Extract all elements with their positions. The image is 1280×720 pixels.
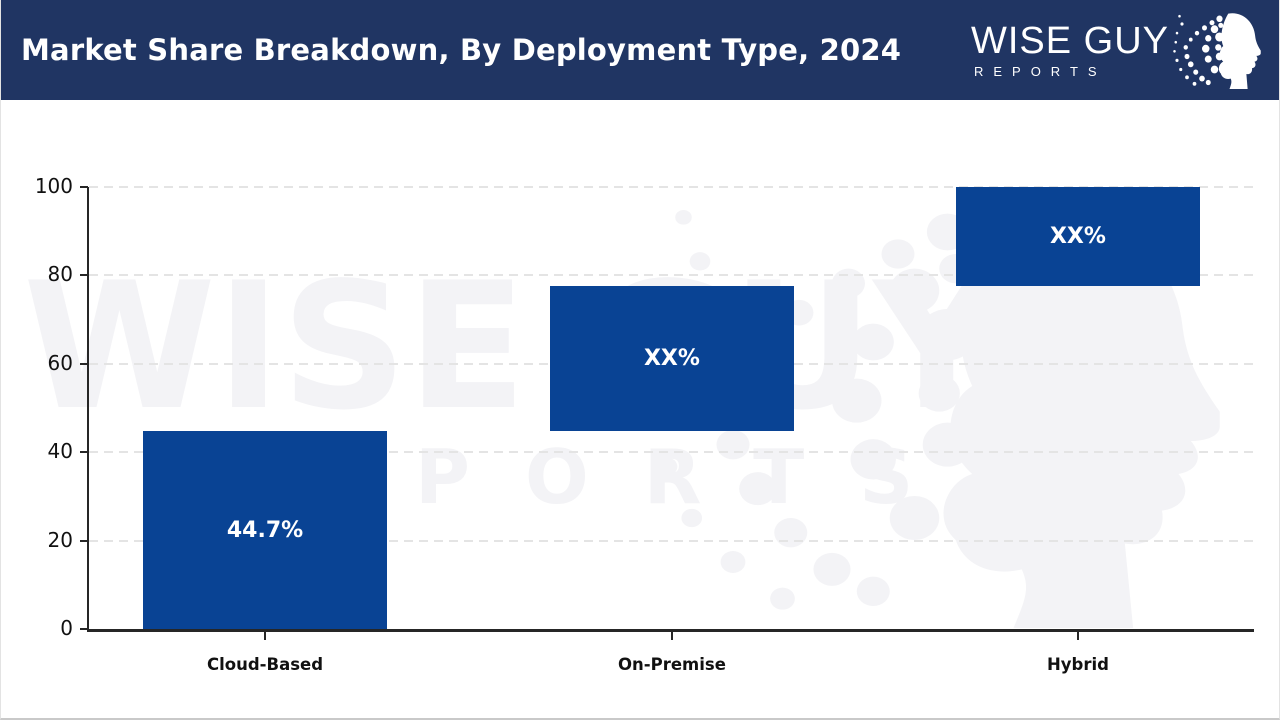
y-axis-tick-label: 20 — [47, 527, 73, 552]
x-axis-line — [87, 629, 1254, 632]
y-axis-tick — [80, 186, 88, 188]
y-axis-tick — [80, 539, 88, 542]
y-axis-tick-label: 60 — [47, 350, 73, 375]
y-axis-tick-label: 40 — [47, 439, 73, 464]
y-axis-tick-label: 0 — [60, 616, 73, 640]
bar-cloud-based: 44.7% — [143, 431, 388, 629]
plot-area: 0 20 40 60 80 100 44.7% Cloud-Based XX% On-Premis… — [35, 174, 1254, 674]
logo-line1: WISE GUY — [970, 19, 1169, 62]
x-axis-tick — [670, 632, 673, 640]
y-axis-tick — [80, 628, 88, 630]
header-bar: Market Share Breakdown, By Deployment Ty… — [1, 0, 1279, 100]
x-axis-label-on-premise: On-Premise — [618, 655, 726, 674]
y-axis-line — [87, 187, 89, 631]
y-axis-tick — [80, 274, 88, 277]
gridline-80 — [89, 274, 1254, 277]
wiseguy-head-icon — [1167, 11, 1267, 89]
gridline-100 — [89, 186, 1254, 188]
bar-value-label: 44.7% — [226, 517, 304, 543]
logo-line2: REPORTS — [973, 63, 1107, 79]
x-axis-label-cloud-based: Cloud-Based — [207, 655, 324, 674]
x-axis-tick — [1076, 632, 1079, 640]
bar-value-label: XX% — [643, 345, 700, 371]
wiseguy-logo: WISE GUY REPORTS — [971, 8, 1267, 92]
x-axis-label-hybrid: Hybrid — [1046, 655, 1109, 674]
y-axis-tick-label: 100 — [34, 174, 73, 198]
page-title: Market Share Breakdown, By Deployment Ty… — [21, 33, 902, 67]
bar-value-label: XX% — [1049, 223, 1106, 249]
y-axis-tick-label: 80 — [47, 262, 73, 287]
logo-wordmark: WISE GUY REPORTS — [971, 22, 1169, 79]
bar-on-premise: XX% — [549, 285, 794, 432]
y-axis-tick — [80, 362, 88, 365]
x-axis-tick — [264, 632, 267, 640]
y-axis-tick — [80, 451, 88, 454]
bar-hybrid: XX% — [955, 187, 1200, 286]
gridline-40 — [89, 451, 1254, 454]
gridline-20 — [89, 539, 1254, 542]
